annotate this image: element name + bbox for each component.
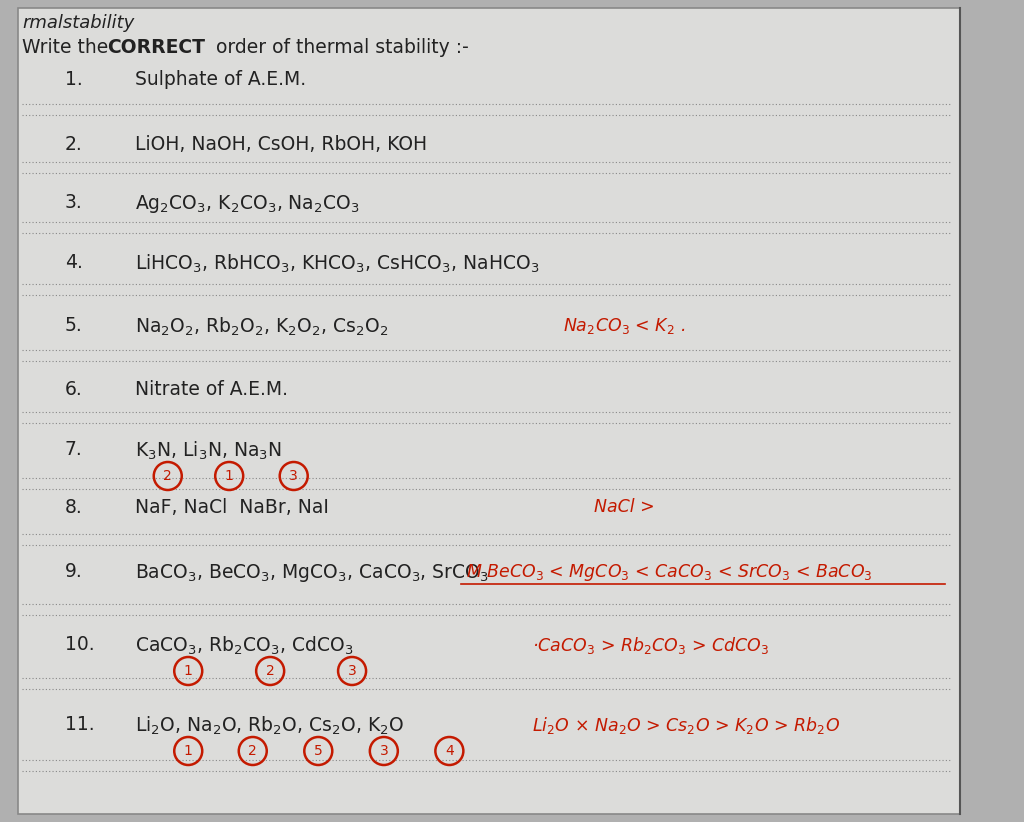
Text: 4.: 4. <box>65 253 83 272</box>
Text: 2: 2 <box>266 664 274 678</box>
Text: M BeCO$_3$ < MgCO$_3$ < CaCO$_3$ < SrCO$_3$ < BaCO$_3$: M BeCO$_3$ < MgCO$_3$ < CaCO$_3$ < SrCO$… <box>466 562 872 583</box>
Text: 3: 3 <box>380 744 388 758</box>
Text: rmalstability: rmalstability <box>22 14 134 32</box>
Text: 1: 1 <box>183 744 193 758</box>
Text: 2.: 2. <box>65 135 83 154</box>
Text: LiOH, NaOH, CsOH, RbOH, KOH: LiOH, NaOH, CsOH, RbOH, KOH <box>135 135 427 154</box>
Text: 1: 1 <box>183 664 193 678</box>
Text: Li$_2$O, Na$_2$O, Rb$_2$O, Cs$_2$O, K$_2$O: Li$_2$O, Na$_2$O, Rb$_2$O, Cs$_2$O, K$_2… <box>135 715 404 737</box>
Text: Write the: Write the <box>22 38 115 57</box>
Text: NaF, NaCl  NaBr, NaI: NaF, NaCl NaBr, NaI <box>135 498 329 517</box>
Text: Ag$_2$CO$_3$, K$_2$CO$_3$, Na$_2$CO$_3$: Ag$_2$CO$_3$, K$_2$CO$_3$, Na$_2$CO$_3$ <box>135 193 359 215</box>
Text: Na$_2$O$_2$, Rb$_2$O$_2$, K$_2$O$_2$, Cs$_2$O$_2$: Na$_2$O$_2$, Rb$_2$O$_2$, K$_2$O$_2$, Cs… <box>135 316 388 339</box>
Text: 2: 2 <box>164 469 172 483</box>
Text: 2: 2 <box>249 744 257 758</box>
Text: order of thermal stability :-: order of thermal stability :- <box>210 38 469 57</box>
Text: Na$_2$CO$_3$ < K$_2$ .: Na$_2$CO$_3$ < K$_2$ . <box>563 316 686 336</box>
Text: NaCl >: NaCl > <box>594 498 654 516</box>
Text: 3: 3 <box>348 664 356 678</box>
Text: ·CaCO$_3$ > Rb$_2$CO$_3$ > CdCO$_3$: ·CaCO$_3$ > Rb$_2$CO$_3$ > CdCO$_3$ <box>532 635 770 656</box>
Text: 9.: 9. <box>65 562 83 581</box>
Text: 1.: 1. <box>65 70 83 89</box>
Text: 5.: 5. <box>65 316 83 335</box>
Text: 3: 3 <box>290 469 298 483</box>
Text: CORRECT: CORRECT <box>106 38 205 57</box>
Text: 4: 4 <box>445 744 454 758</box>
Text: Li$_2$O × Na$_2$O > Cs$_2$O > K$_2$O > Rb$_2$O: Li$_2$O × Na$_2$O > Cs$_2$O > K$_2$O > R… <box>532 715 841 736</box>
Text: K$_3$N, Li$_3$N, Na$_3$N: K$_3$N, Li$_3$N, Na$_3$N <box>135 440 282 462</box>
Text: 3.: 3. <box>65 193 83 212</box>
Text: 10.: 10. <box>65 635 94 654</box>
Text: 6.: 6. <box>65 380 83 399</box>
Text: Nitrate of A.E.M.: Nitrate of A.E.M. <box>135 380 288 399</box>
Text: 1: 1 <box>224 469 233 483</box>
Text: 7.: 7. <box>65 440 83 459</box>
Text: 5: 5 <box>314 744 323 758</box>
Text: Sulphate of A.E.M.: Sulphate of A.E.M. <box>135 70 306 89</box>
Text: BaCO$_3$, BeCO$_3$, MgCO$_3$, CaCO$_3$, SrCO$_3$: BaCO$_3$, BeCO$_3$, MgCO$_3$, CaCO$_3$, … <box>135 562 488 584</box>
Text: 8.: 8. <box>65 498 83 517</box>
Text: CaCO$_3$, Rb$_2$CO$_3$, CdCO$_3$: CaCO$_3$, Rb$_2$CO$_3$, CdCO$_3$ <box>135 635 353 658</box>
Text: LiHCO$_3$, RbHCO$_3$, KHCO$_3$, CsHCO$_3$, NaHCO$_3$: LiHCO$_3$, RbHCO$_3$, KHCO$_3$, CsHCO$_3… <box>135 253 540 275</box>
Text: 11.: 11. <box>65 715 94 734</box>
